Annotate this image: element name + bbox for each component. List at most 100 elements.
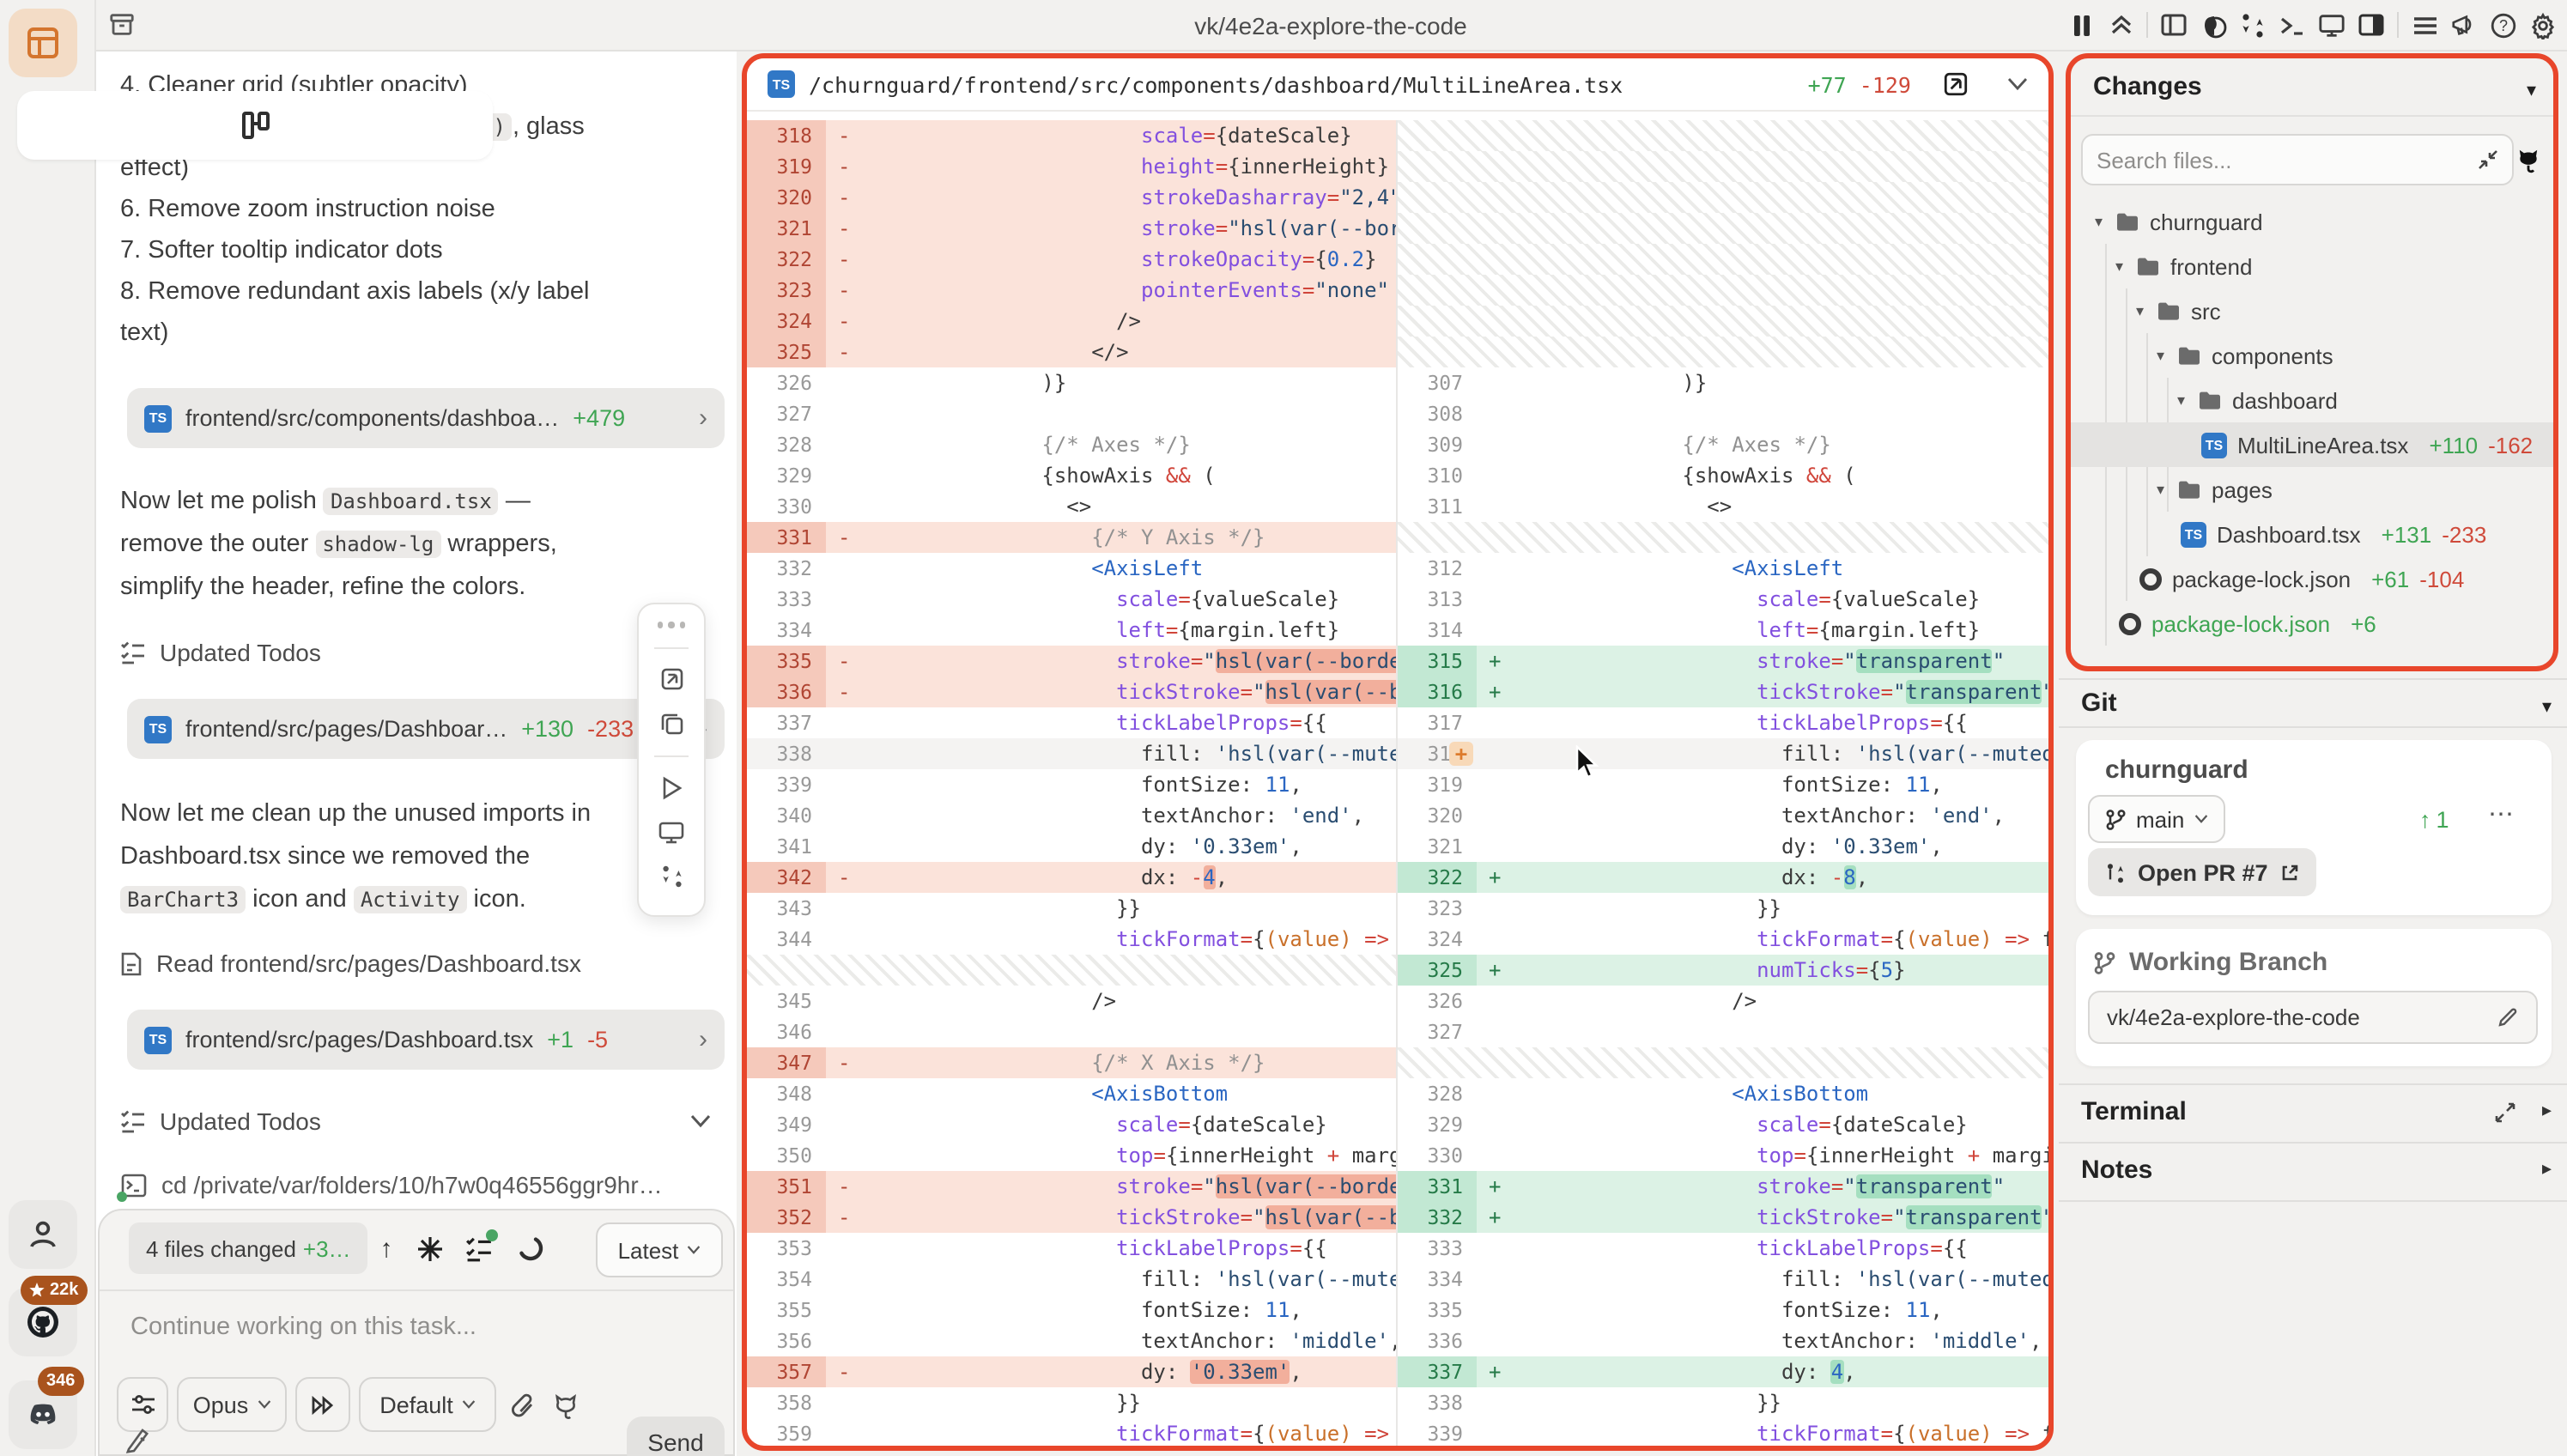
help-icon[interactable]: ?: [2490, 11, 2517, 39]
display-icon[interactable]: [2318, 11, 2345, 39]
mode-selector[interactable]: Default: [359, 1377, 496, 1432]
updated-todos-row[interactable]: Updated Todos: [120, 635, 321, 670]
tree-item-dashboard-tsx[interactable]: TS Dashboard.tsx +131 -233: [2071, 512, 2553, 556]
edit-pencil-icon[interactable]: [2497, 1006, 2519, 1028]
fast-forward-button[interactable]: [295, 1377, 350, 1432]
files-changed-chip[interactable]: 4 files changed +3…: [129, 1222, 368, 1274]
git-compare-icon[interactable]: [2239, 11, 2267, 39]
todos-icon[interactable]: [460, 1222, 498, 1274]
collapse-section-icon[interactable]: ▾: [2526, 81, 2536, 101]
collapse-file-chevron-icon[interactable]: [2007, 77, 2028, 91]
diff-gap-hatch: [1398, 337, 2048, 367]
diff-gap-hatch: [1398, 522, 2048, 553]
collapse-section-icon[interactable]: ▾: [2541, 697, 2552, 718]
tree-item-package-lock-json[interactable]: package-lock.json +6: [2071, 601, 2553, 646]
caret-down-icon[interactable]: ▾: [2177, 391, 2186, 408]
panel-left-icon[interactable]: [2160, 11, 2188, 39]
notes-section-header[interactable]: Notes: [2081, 1156, 2153, 1185]
file-search-input[interactable]: Search files...: [2081, 134, 2514, 185]
add-comment-button[interactable]: +: [1449, 742, 1473, 766]
line-number: 329: [1427, 1113, 1463, 1137]
open-diff-icon[interactable]: [658, 657, 684, 701]
tree-item-multilinearea-tsx[interactable]: TS MultiLineArea.tsx +110 -162: [2071, 422, 2553, 467]
run-icon[interactable]: [659, 765, 683, 810]
divider: [2397, 12, 2399, 38]
git-compare-icon[interactable]: [658, 854, 684, 899]
tree-item-components[interactable]: ▾ components: [2071, 333, 2553, 378]
diff-marker: [826, 1418, 871, 1446]
code-line: stroke="transparent": [1521, 1171, 2048, 1202]
tree-item-dashboard[interactable]: ▾ dashboard: [2071, 378, 2553, 422]
working-branch-card: Working Branch vk/4e2a-explore-the-code: [2076, 929, 2552, 1066]
diff-marker: -: [826, 862, 871, 893]
expand-section-arrow-icon[interactable]: ▸: [2541, 1159, 2552, 1180]
workspace-item-kanban[interactable]: [17, 91, 493, 160]
caret-down-icon[interactable]: ▾: [2136, 301, 2145, 318]
file-name: src: [2191, 298, 2221, 324]
working-branch-input[interactable]: vk/4e2a-explore-the-code: [2088, 991, 2538, 1044]
tree-item-src[interactable]: ▾ src: [2071, 288, 2553, 333]
code-line: />: [893, 989, 1117, 1013]
version-selector[interactable]: Latest: [596, 1222, 723, 1277]
code-line: strokeDasharray="2,4": [871, 182, 1396, 213]
line-number: 353: [776, 1236, 812, 1260]
settings-gear-icon[interactable]: [2529, 11, 2557, 39]
tree-item-frontend[interactable]: ▾ frontend: [2071, 244, 2553, 288]
model-selector[interactable]: Opus: [177, 1377, 287, 1432]
collapse-tree-icon[interactable]: [2478, 149, 2498, 170]
preview-display-icon[interactable]: [658, 810, 685, 854]
push-ahead-count[interactable]: ↑ 1: [2419, 807, 2449, 833]
tree-item-churnguard[interactable]: ▾ churnguard: [2071, 199, 2553, 244]
open-pr-button[interactable]: Open PR #7: [2088, 848, 2316, 896]
git-branch-icon: [2094, 951, 2115, 974]
expand-icon[interactable]: [2495, 1102, 2515, 1123]
document-icon: [121, 951, 142, 975]
file-chip-pages-dashboard-2[interactable]: TS frontend/src/pages/Dashboard.tsx +1 -…: [127, 1010, 725, 1070]
discord-button[interactable]: [9, 1380, 77, 1449]
git-section-header[interactable]: Git: [2081, 689, 2117, 718]
attach-icon[interactable]: [505, 1380, 539, 1432]
scroll-up-icon[interactable]: ↑: [379, 1234, 393, 1263]
cat-review-icon[interactable]: [2512, 144, 2546, 179]
cat-agent-icon[interactable]: [546, 1380, 584, 1432]
file-chip-components-dashboard[interactable]: TS frontend/src/components/dashboa… +479…: [127, 388, 725, 448]
file-chip-pages-dashboard[interactable]: TS frontend/src/pages/Dashboar… +130 -23…: [127, 699, 725, 759]
message-line: 7. Softer tooltip indicator dots: [120, 230, 589, 271]
chevron-down-icon[interactable]: [690, 1114, 711, 1128]
kanban-icon: [241, 112, 269, 139]
updated-todos-row-2[interactable]: Updated Todos: [120, 1104, 711, 1138]
panel-right-icon[interactable]: [2358, 11, 2385, 39]
open-diff-icon[interactable]: [1942, 70, 1969, 98]
files-changed-label: 4 files changed: [146, 1235, 296, 1261]
expand-section-arrow-icon[interactable]: ▸: [2541, 1101, 2552, 1121]
menu-icon[interactable]: [2411, 11, 2438, 39]
theme-contrast-icon[interactable]: [2200, 11, 2227, 39]
more-options-icon[interactable]: ⋯: [2488, 800, 2515, 829]
message-line: BarChart3 icon and Activity icon.: [120, 879, 591, 922]
pen-tool-icon[interactable]: [120, 1413, 158, 1456]
branch-selector[interactable]: main: [2088, 795, 2226, 843]
copy-icon[interactable]: [658, 701, 684, 746]
read-file-row[interactable]: Read frontend/src/pages/Dashboard.tsx: [120, 946, 581, 980]
composer-input[interactable]: Continue working on this task...: [130, 1313, 476, 1341]
collapse-up-icon[interactable]: [2107, 11, 2134, 39]
diff-row: 331- {/* Y Axis */}: [747, 522, 2048, 553]
caret-down-icon[interactable]: ▾: [2157, 480, 2165, 497]
send-button[interactable]: Send: [627, 1417, 725, 1456]
pause-icon[interactable]: [2067, 11, 2095, 39]
workspace-item-active[interactable]: [9, 9, 77, 77]
more-options-icon[interactable]: [657, 622, 686, 628]
account-button[interactable]: [9, 1200, 77, 1269]
tree-item-pages[interactable]: ▾ pages: [2071, 467, 2553, 512]
terminal-icon[interactable]: [2279, 11, 2306, 39]
caret-down-icon[interactable]: ▾: [2157, 346, 2165, 363]
megaphone-icon[interactable]: [2450, 11, 2478, 39]
diff-marker: [1477, 893, 1521, 924]
archive-box-icon[interactable]: [108, 11, 136, 39]
caret-down-icon[interactable]: ▾: [2095, 212, 2103, 229]
terminal-section-header[interactable]: Terminal: [2081, 1097, 2187, 1126]
spark-icon[interactable]: [412, 1222, 446, 1274]
caret-down-icon[interactable]: ▾: [2115, 257, 2124, 274]
terminal-command-row[interactable]: cd /private/var/folders/10/h7w0q46556ggr…: [117, 1168, 663, 1202]
tree-item-package-lock-json[interactable]: package-lock.json +61 -104: [2071, 556, 2553, 601]
